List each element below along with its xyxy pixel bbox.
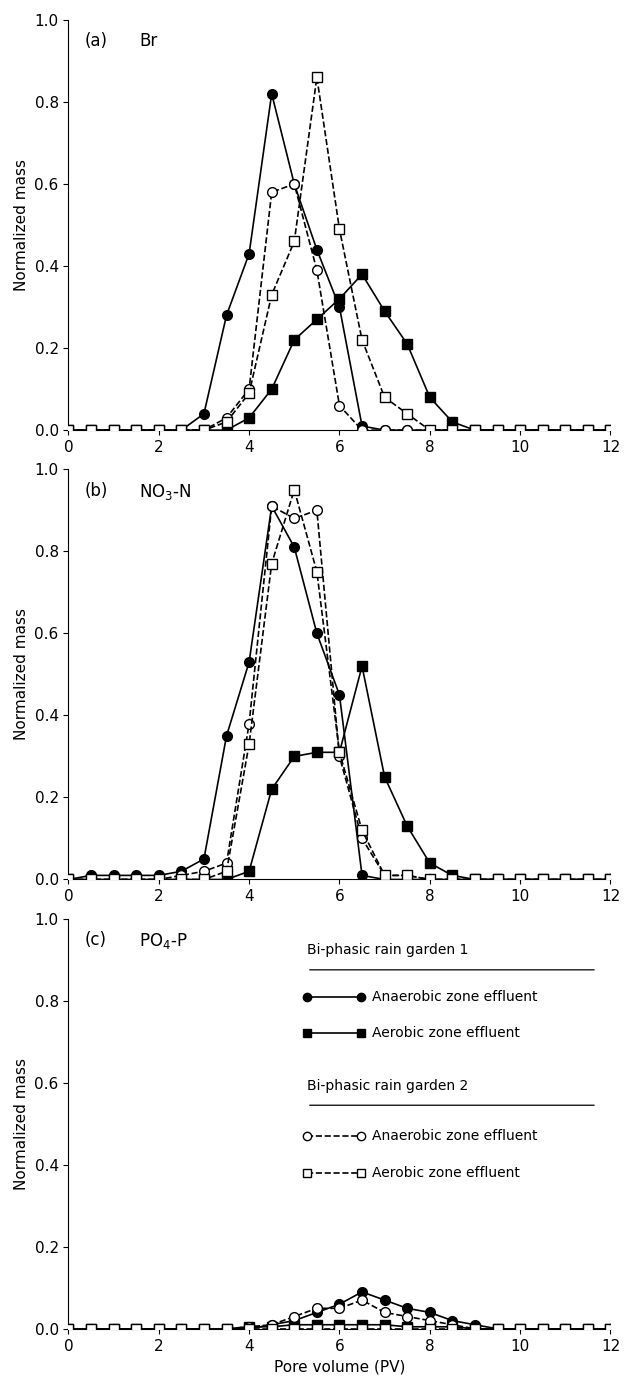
Y-axis label: Normalized mass: Normalized mass bbox=[14, 608, 29, 740]
X-axis label: Pore volume (PV): Pore volume (PV) bbox=[274, 1359, 405, 1374]
Text: (c): (c) bbox=[85, 931, 107, 949]
Text: NO$_3$-N: NO$_3$-N bbox=[139, 482, 191, 501]
Text: (a): (a) bbox=[85, 32, 108, 50]
Text: Bi-phasic rain garden 1: Bi-phasic rain garden 1 bbox=[307, 944, 469, 958]
Text: Anaerobic zone effluent: Anaerobic zone effluent bbox=[372, 1128, 538, 1142]
Y-axis label: Normalized mass: Normalized mass bbox=[14, 160, 29, 291]
Text: Bi-phasic rain garden 2: Bi-phasic rain garden 2 bbox=[307, 1078, 468, 1092]
Text: PO$_4$-P: PO$_4$-P bbox=[139, 931, 188, 951]
Y-axis label: Normalized mass: Normalized mass bbox=[14, 1058, 29, 1190]
Text: Br: Br bbox=[139, 32, 157, 50]
Text: Aerobic zone effluent: Aerobic zone effluent bbox=[372, 1027, 520, 1041]
Text: (b): (b) bbox=[85, 482, 108, 500]
Text: Anaerobic zone effluent: Anaerobic zone effluent bbox=[372, 990, 538, 1004]
Text: Aerobic zone effluent: Aerobic zone effluent bbox=[372, 1166, 520, 1180]
